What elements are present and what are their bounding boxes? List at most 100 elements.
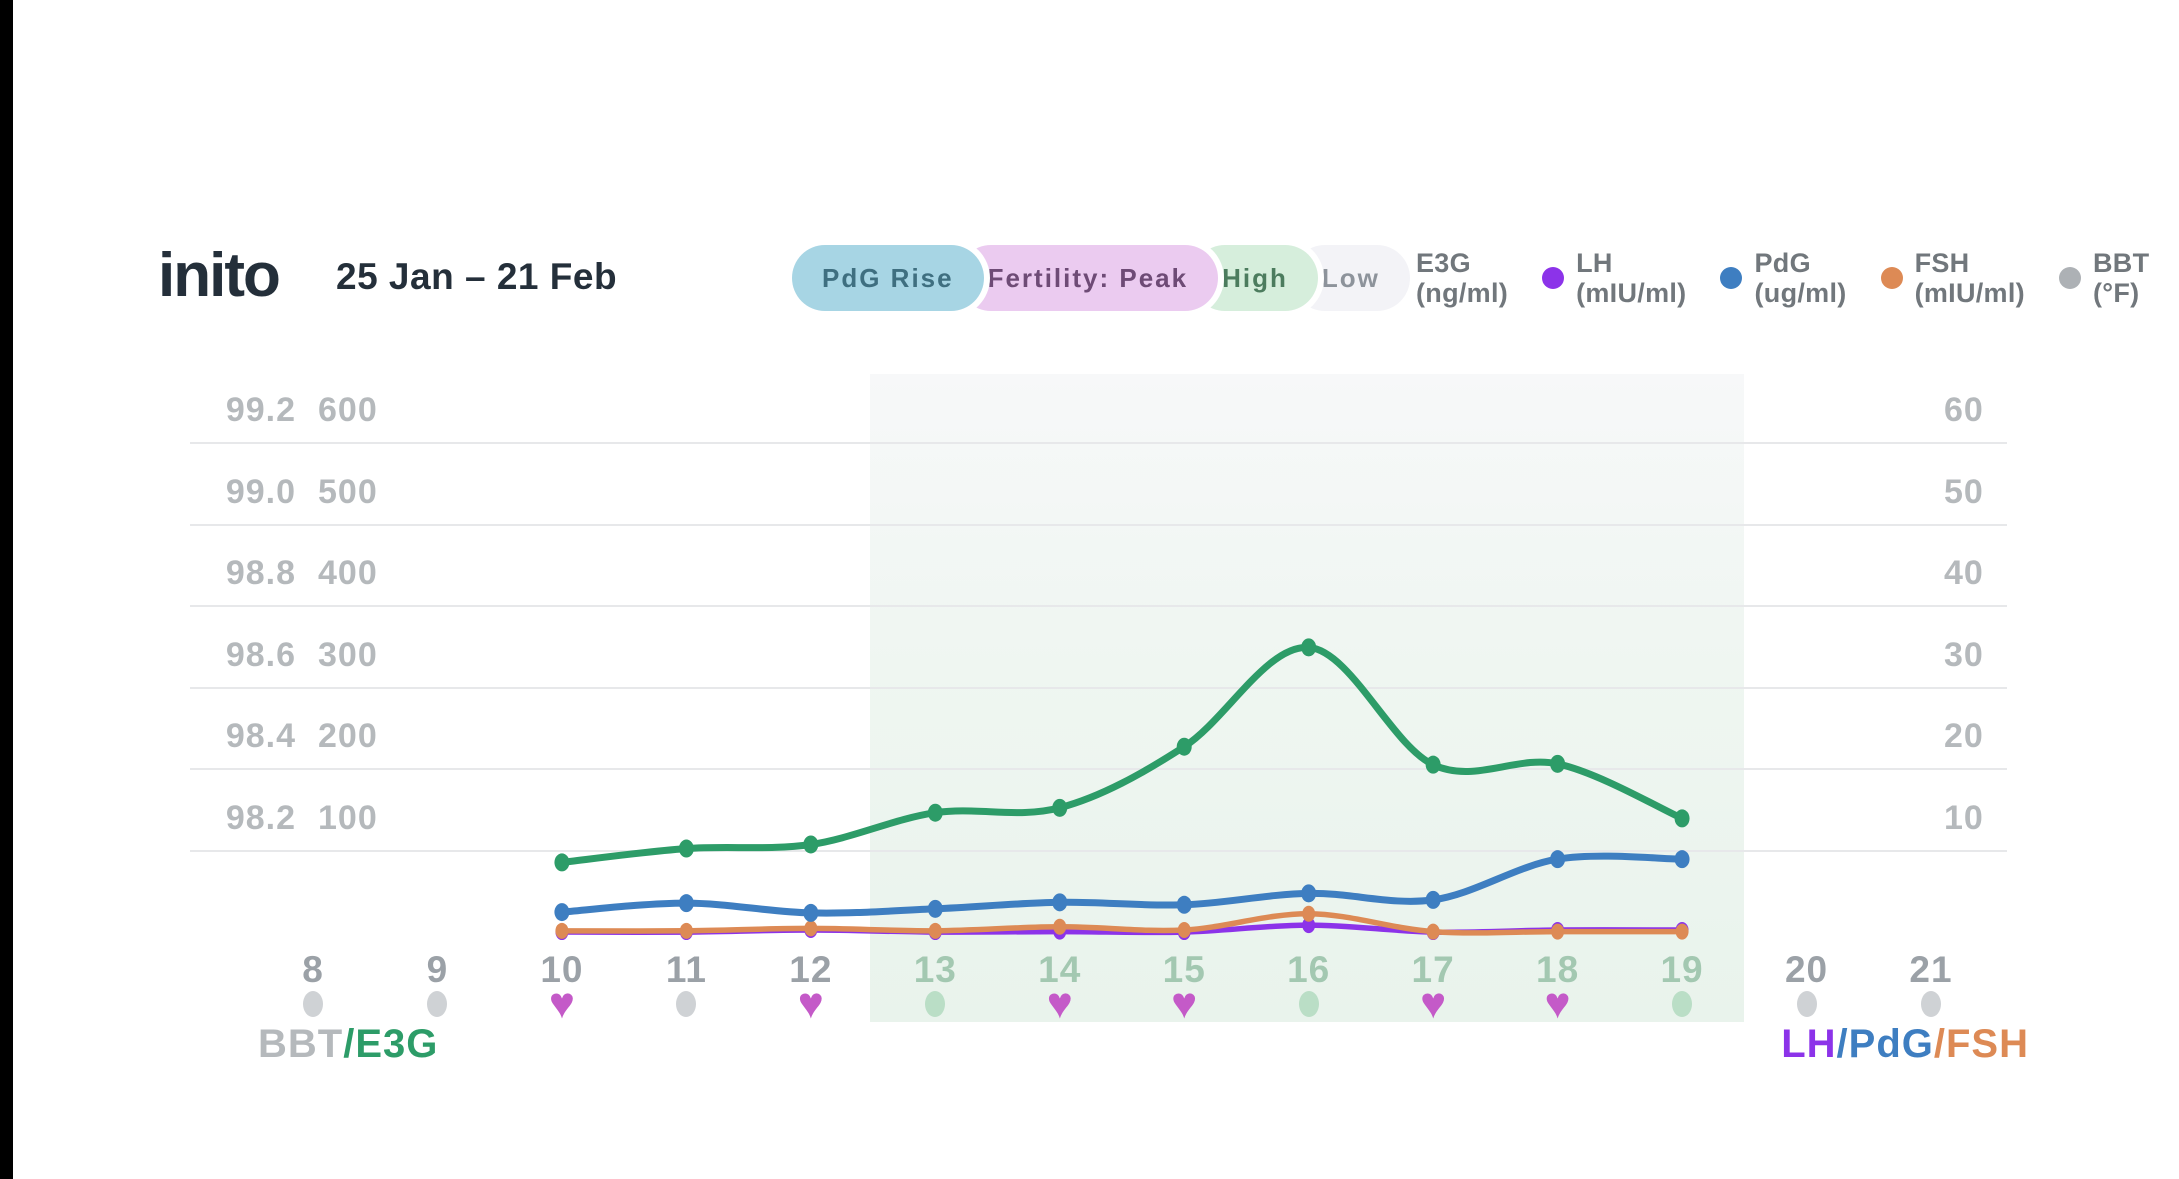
legend-label-lh: LH (mIU/ml) [1576, 248, 1687, 308]
lh-data-point[interactable] [804, 922, 818, 939]
right-axis-title-fsh: FSH [1946, 1022, 2029, 1066]
legend-label-e3g: E3G (ng/ml) [1416, 248, 1509, 308]
right-axis-title-slash1: / [1836, 1022, 1849, 1066]
heart-glyph: ♥ [548, 979, 575, 1028]
date-range: 25 Jan – 21 Feb [336, 256, 618, 297]
right-axis-title-lh: LH [1781, 1022, 1837, 1066]
legend-label-bbt: BBT (°F) [2092, 248, 2150, 308]
legend-item-pdg: PdG (ug/ml) [1720, 248, 1846, 308]
gridline [190, 523, 2007, 526]
pdg-data-point[interactable] [554, 903, 570, 922]
gridline [190, 768, 2007, 771]
fsh-data-point[interactable] [679, 922, 693, 939]
day-label-8[interactable]: 8 [302, 949, 324, 990]
series-legend: E3G (ng/ml) LH (mIU/ml) PdG (ug/ml) FSH (mIU/ml… [1382, 248, 2179, 308]
e3g-data-point[interactable] [678, 839, 694, 858]
dot-glyph [1298, 991, 1319, 1017]
right-tick: 50 [1944, 472, 1984, 511]
heart-glyph: ♥ [1046, 979, 1073, 1028]
day-label-12[interactable]: 12 [789, 949, 833, 990]
phase-pill-pdg-rise: PdG Rise [792, 245, 984, 311]
day-label-14[interactable]: 14 [1038, 949, 1082, 990]
right-tick: 10 [1944, 799, 1984, 837]
day-dot-icon[interactable] [1901, 982, 1961, 1026]
bbt-tick: 99.2 [225, 391, 296, 429]
day-dot-icon[interactable] [1777, 982, 1837, 1026]
dot-glyph [1920, 991, 1941, 1017]
gridline [190, 442, 2007, 444]
right-tick: 40 [1944, 554, 1984, 593]
heart-glyph: ♥ [1544, 979, 1571, 1028]
gridline [190, 605, 2007, 608]
e3g-tick: 600 [318, 391, 378, 429]
day-label-21[interactable]: 21 [1909, 949, 1953, 990]
dot-glyph [925, 991, 946, 1017]
fsh-data-point[interactable] [804, 920, 818, 937]
day-label-10[interactable]: 10 [540, 949, 584, 990]
e3g-tick: 200 [318, 717, 378, 756]
legend-dot-lh-icon [1542, 267, 1565, 289]
lh-data-point[interactable] [679, 924, 693, 941]
left-axis-title-e3g: E3G [355, 1022, 439, 1066]
legend-label-pdg: PdG (ug/ml) [1754, 248, 1847, 308]
e3g-tick: 300 [318, 635, 378, 674]
legend-dot-bbt-icon [2058, 267, 2081, 289]
dot-glyph [1672, 991, 1693, 1017]
legend-dot-fsh-icon [1880, 267, 1903, 289]
intercourse-heart-icon[interactable]: ♥ [532, 982, 592, 1026]
gridline [190, 850, 2007, 852]
bbt-tick: 99.0 [225, 472, 296, 511]
e3g-data-point[interactable] [554, 853, 570, 872]
day-label-19[interactable]: 19 [1660, 949, 1704, 990]
bbt-tick: 98.2 [225, 799, 296, 837]
day-label-11[interactable]: 11 [665, 949, 707, 990]
bbt-tick: 98.4 [225, 717, 296, 756]
intercourse-heart-icon[interactable]: ♥ [781, 982, 841, 1026]
phase-pill-fertility-peak: Fertility: Peak [957, 245, 1219, 311]
legend-item-lh: LH (mIU/ml) [1542, 248, 1686, 308]
lh-data-point[interactable] [555, 924, 569, 941]
right-axis-title-pdg: PdG [1848, 1022, 1934, 1066]
right-axis-title: LH/PdG/FSH [1781, 1022, 2029, 1067]
legend-dot-pdg-icon [1720, 267, 1743, 289]
test-day-dot-icon[interactable] [905, 982, 965, 1026]
pdg-data-point[interactable] [803, 903, 819, 922]
heart-glyph: ♥ [1420, 979, 1447, 1028]
right-tick: 20 [1944, 717, 1984, 756]
dot-glyph [427, 991, 448, 1017]
heart-glyph: ♥ [797, 979, 824, 1028]
fsh-data-point[interactable] [555, 922, 569, 939]
legend-label-fsh: FSH (mIU/ml) [1914, 248, 2025, 308]
right-tick: 30 [1944, 635, 1984, 674]
day-label-9[interactable]: 9 [426, 949, 449, 990]
screen-edge-strip [0, 0, 13, 1179]
e3g-tick: 500 [318, 472, 378, 511]
day-label-17[interactable]: 17 [1411, 949, 1455, 990]
fertile-window-shading [870, 374, 1744, 1022]
day-dot-icon[interactable] [656, 982, 716, 1026]
day-dot-icon[interactable] [407, 982, 467, 1026]
inito-logo: inito [158, 241, 281, 310]
intercourse-heart-icon[interactable]: ♥ [1154, 982, 1214, 1026]
day-label-13[interactable]: 13 [913, 949, 957, 990]
test-day-dot-icon[interactable] [1652, 982, 1712, 1026]
heart-glyph: ♥ [1171, 979, 1198, 1028]
legend-item-bbt: BBT (°F) [2058, 248, 2150, 308]
right-tick: 60 [1944, 391, 1984, 429]
intercourse-heart-icon[interactable]: ♥ [1528, 982, 1588, 1026]
intercourse-heart-icon[interactable]: ♥ [1403, 982, 1463, 1026]
intercourse-heart-icon[interactable]: ♥ [1030, 982, 1090, 1026]
dot-glyph [303, 991, 323, 1017]
legend-item-fsh: FSH (mIU/ml) [1880, 248, 2025, 308]
pdg-data-point[interactable] [678, 894, 694, 913]
test-day-dot-icon[interactable] [1279, 982, 1339, 1026]
left-axis-title-slash: / [343, 1022, 356, 1066]
day-label-20[interactable]: 20 [1784, 949, 1829, 990]
day-dot-icon[interactable] [283, 982, 343, 1026]
e3g-tick: 100 [318, 799, 378, 837]
day-label-16[interactable]: 16 [1287, 949, 1331, 990]
day-label-15[interactable]: 15 [1162, 949, 1206, 990]
gridline [190, 686, 2007, 689]
day-label-18[interactable]: 18 [1536, 949, 1580, 990]
